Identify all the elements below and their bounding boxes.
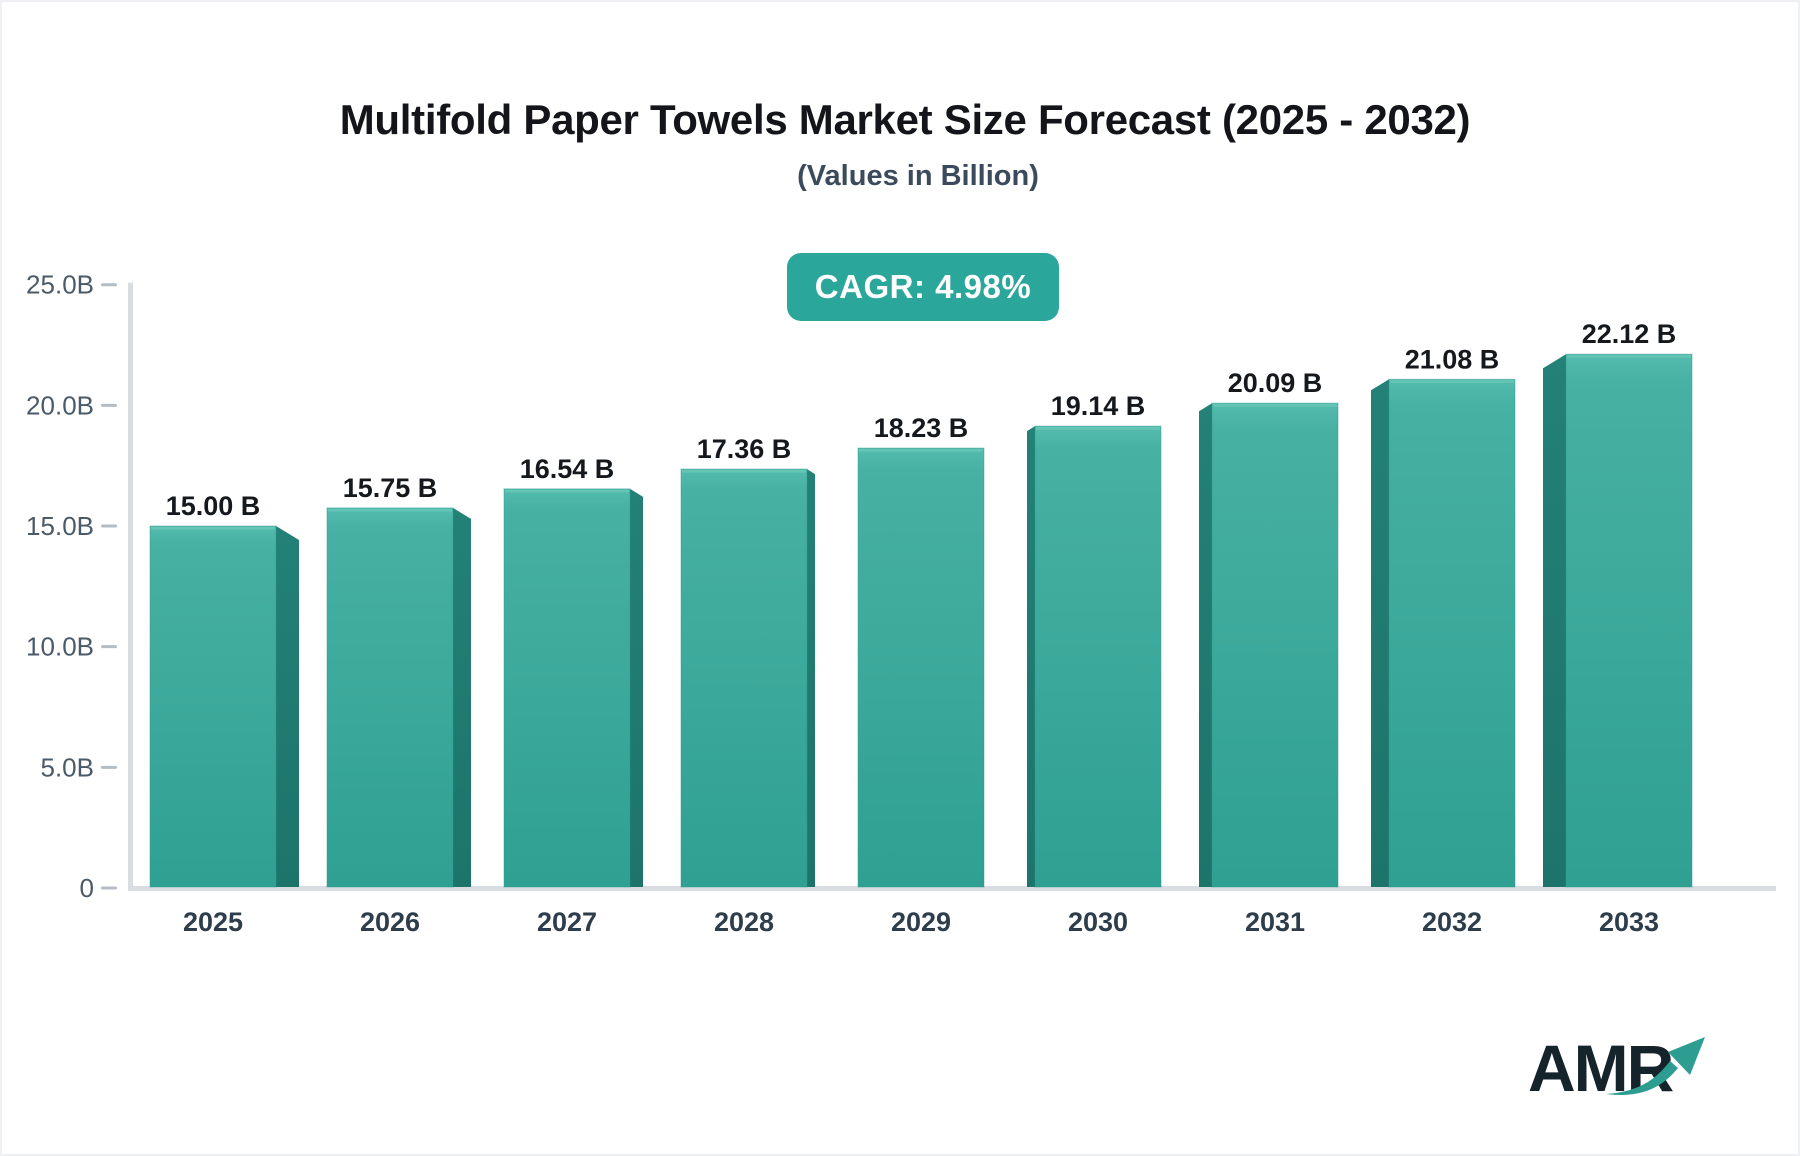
- x-tick-label: 2028: [714, 907, 774, 937]
- y-tick-label: 0: [80, 873, 94, 903]
- x-tick-label: 2030: [1068, 907, 1128, 937]
- bar-2031[interactable]: [1211, 402, 1339, 888]
- y-tick-mark: [101, 765, 117, 769]
- bar-2027[interactable]: [503, 488, 631, 888]
- x-tick-label: 2029: [891, 907, 951, 937]
- growth-arrow-icon: [1606, 1037, 1705, 1095]
- bar-2032[interactable]: [1388, 378, 1516, 888]
- bar-value-label: 17.36 B: [697, 434, 792, 464]
- bar-top-highlight: [151, 527, 275, 530]
- cagr-badge: CAGR: 4.98%: [787, 253, 1059, 321]
- y-tick-label: 20.0B: [26, 390, 94, 420]
- bar-top-highlight: [1036, 427, 1160, 430]
- bar-top-highlight: [1390, 380, 1514, 383]
- bar-side-3d: [276, 526, 299, 887]
- y-tick-mark: [101, 524, 117, 528]
- bar-side-3d: [453, 507, 471, 887]
- bar-side-3d: [630, 488, 643, 887]
- bar-side-3d: [1543, 354, 1566, 887]
- bar-value-label: 15.00 B: [166, 491, 261, 521]
- bar-2025[interactable]: [149, 525, 277, 888]
- y-tick-mark: [101, 886, 117, 890]
- x-tick-label: 2025: [183, 907, 243, 937]
- amr-logo: AMR: [1528, 1030, 1728, 1110]
- bar-2026[interactable]: [326, 507, 454, 888]
- bar-value-label: 19.14 B: [1051, 391, 1146, 421]
- y-tick-label: 5.0B: [41, 752, 95, 782]
- y-tick-mark: [101, 645, 117, 649]
- bar-side-3d: [1371, 379, 1389, 887]
- chart-subtitle: (Values in Billion): [797, 160, 1039, 192]
- bar-2028[interactable]: [680, 468, 808, 888]
- y-tick-label: 10.0B: [26, 632, 94, 662]
- bar-value-label: 21.08 B: [1405, 344, 1500, 374]
- bar-side-3d: [1027, 426, 1035, 887]
- y-tick-label: 25.0B: [26, 270, 94, 300]
- bar-value-label: 15.75 B: [343, 473, 438, 503]
- amr-logo-text: AMR: [1528, 1031, 1674, 1105]
- x-tick-label: 2031: [1245, 907, 1305, 937]
- bar-value-label: 16.54 B: [520, 454, 615, 484]
- bar-top-highlight: [328, 508, 452, 512]
- x-tick-label: 2026: [360, 907, 420, 937]
- x-tick-label: 2033: [1599, 907, 1659, 937]
- bar-side-3d: [807, 469, 815, 887]
- y-tick-mark: [101, 403, 117, 407]
- bar-top-highlight: [682, 470, 806, 473]
- y-tick-label: 15.0B: [26, 511, 94, 541]
- bar-2033[interactable]: [1565, 353, 1693, 888]
- x-tick-label: 2032: [1422, 907, 1482, 937]
- y-tick-mark: [101, 283, 117, 287]
- bar-top-highlight: [1213, 404, 1337, 407]
- bar-top-highlight: [1567, 355, 1691, 358]
- bar-top-highlight: [505, 489, 629, 493]
- x-axis-line: [128, 886, 1776, 891]
- bar-value-label: 18.23 B: [874, 413, 969, 443]
- bar-value-label: 22.12 B: [1582, 319, 1677, 349]
- bar-top-highlight: [859, 449, 983, 452]
- chart-title: Multifold Paper Towels Market Size Forec…: [339, 96, 1471, 143]
- bar-value-label: 20.09 B: [1228, 368, 1323, 398]
- bar-2029[interactable]: [857, 447, 985, 888]
- bar-side-3d: [1199, 403, 1212, 887]
- y-axis-line: [128, 282, 133, 890]
- x-tick-label: 2027: [537, 907, 597, 937]
- bar-2030[interactable]: [1034, 425, 1162, 888]
